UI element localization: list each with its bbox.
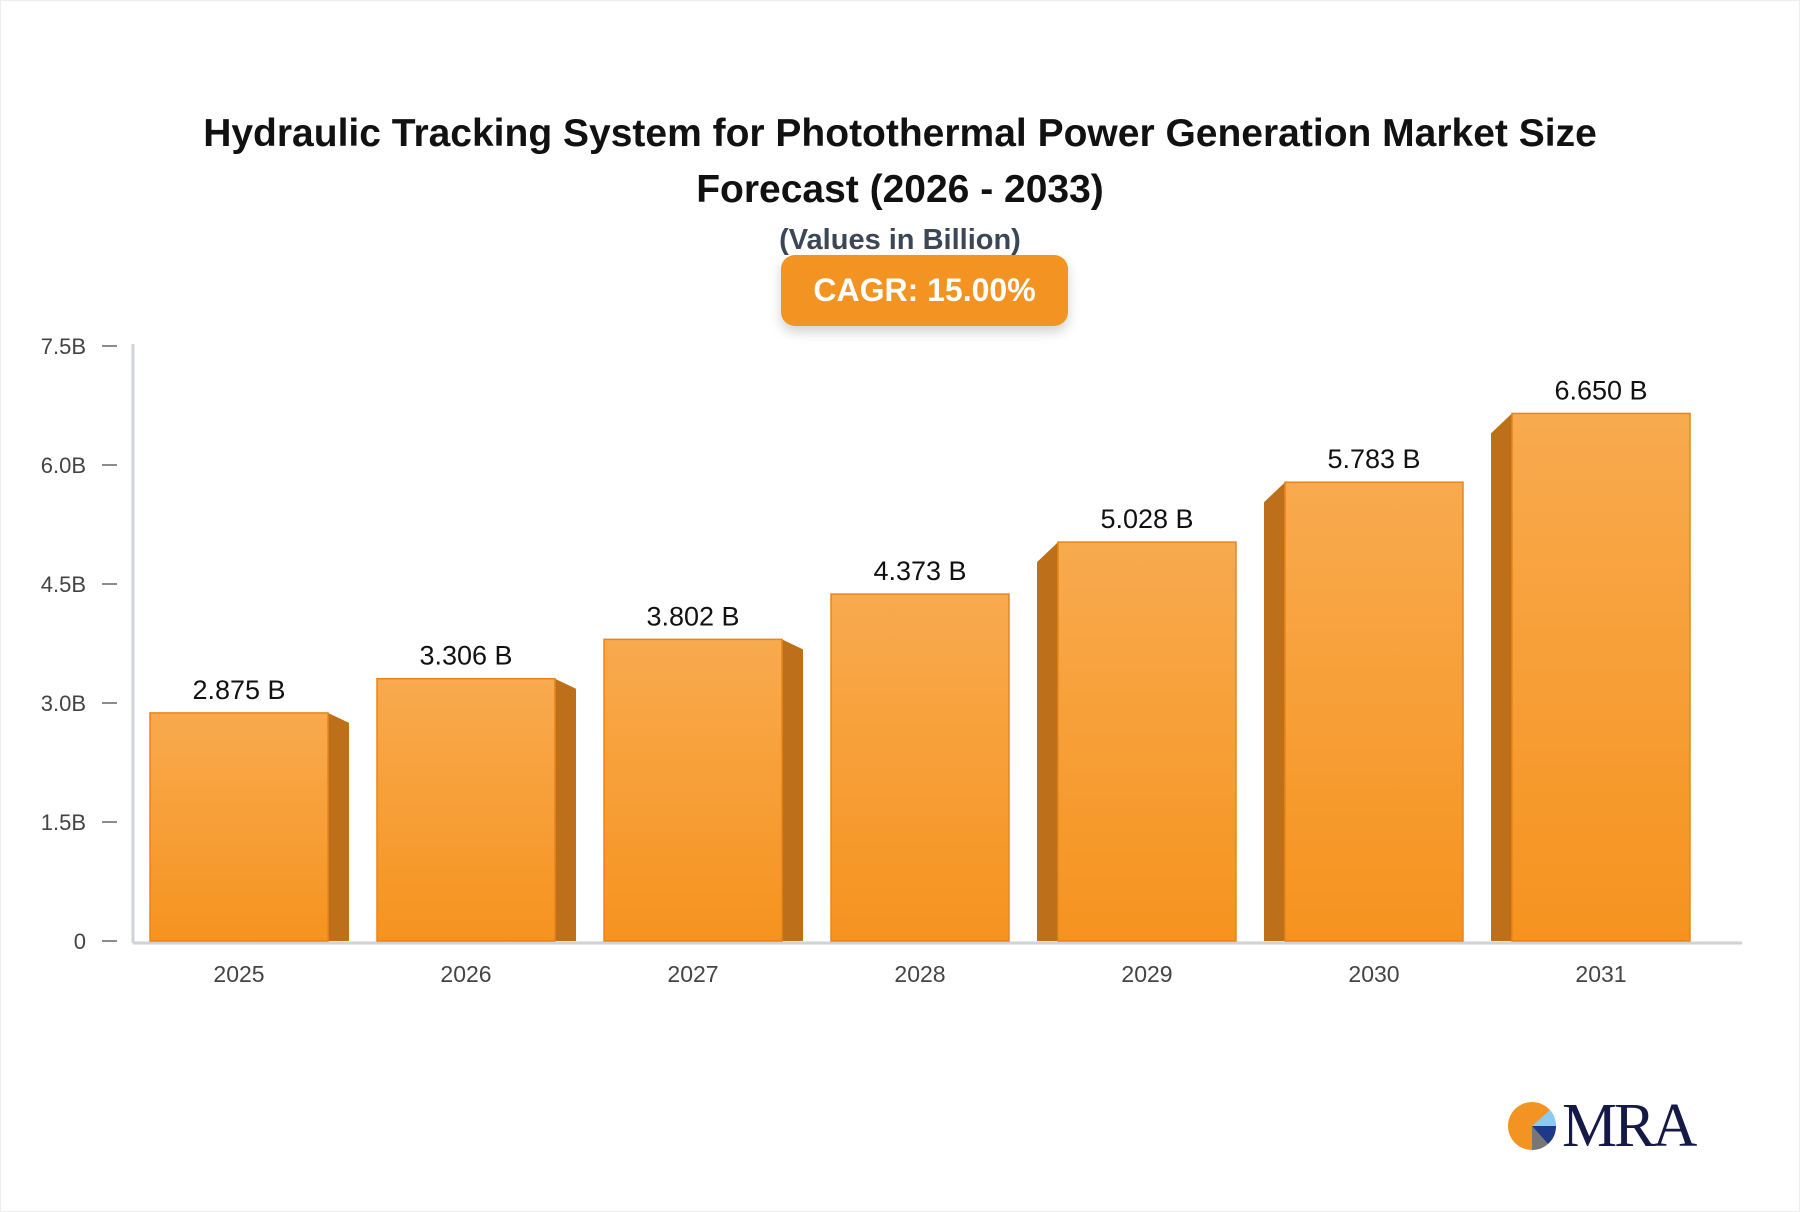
logo-text: MRA <box>1562 1092 1697 1160</box>
mra-logo: MRA <box>1506 1092 1706 1160</box>
y-tick-label: 0 <box>74 929 86 954</box>
x-tick-label: 2029 <box>1121 961 1172 987</box>
bar-value-label: 5.028 B <box>1100 504 1193 534</box>
bar-value-label: 3.306 B <box>419 641 512 671</box>
y-tick-label: 4.5B <box>41 572 86 597</box>
bar-side <box>555 678 576 941</box>
x-tick-label: 2027 <box>667 961 718 987</box>
bar <box>603 638 783 942</box>
x-tick-label: 2030 <box>1348 961 1399 987</box>
y-tick-label: 3.0B <box>41 691 86 716</box>
bar-side <box>1491 413 1512 941</box>
bar-value-label: 6.650 B <box>1554 375 1647 405</box>
x-tick-label: 2026 <box>440 961 491 987</box>
bar <box>1284 481 1464 942</box>
bar-side <box>782 639 803 941</box>
bar-side <box>1037 542 1058 941</box>
bar-side <box>1264 482 1285 941</box>
bar-side <box>328 712 349 941</box>
bar <box>1057 541 1237 942</box>
title-line-1: Hydraulic Tracking System for Phototherm… <box>203 112 1597 155</box>
bar-value-label: 5.783 B <box>1327 444 1420 474</box>
cagr-badge: CAGR: 15.00% <box>781 255 1068 326</box>
y-tick-label: 7.5B <box>41 334 86 359</box>
title-line-2: Forecast (2026 - 2033) <box>696 168 1104 211</box>
chart-subtitle: (Values in Billion) <box>779 224 1021 256</box>
y-tick-label: 6.0B <box>41 453 86 478</box>
bar-value-label: 2.875 B <box>192 675 285 705</box>
bar <box>830 593 1010 942</box>
x-tick-label: 2031 <box>1575 961 1626 987</box>
bar-value-label: 4.373 B <box>873 556 966 586</box>
bar <box>376 677 556 942</box>
y-tick-label: 1.5B <box>41 810 86 835</box>
bar <box>149 712 329 942</box>
x-tick-label: 2028 <box>894 961 945 987</box>
bar <box>1511 412 1691 942</box>
pie-logo-icon <box>1508 1102 1557 1151</box>
x-tick-label: 2025 <box>213 961 264 987</box>
chart-title: Hydraulic Tracking System for Phototherm… <box>0 106 1800 218</box>
bar-value-label: 3.802 B <box>646 601 739 631</box>
